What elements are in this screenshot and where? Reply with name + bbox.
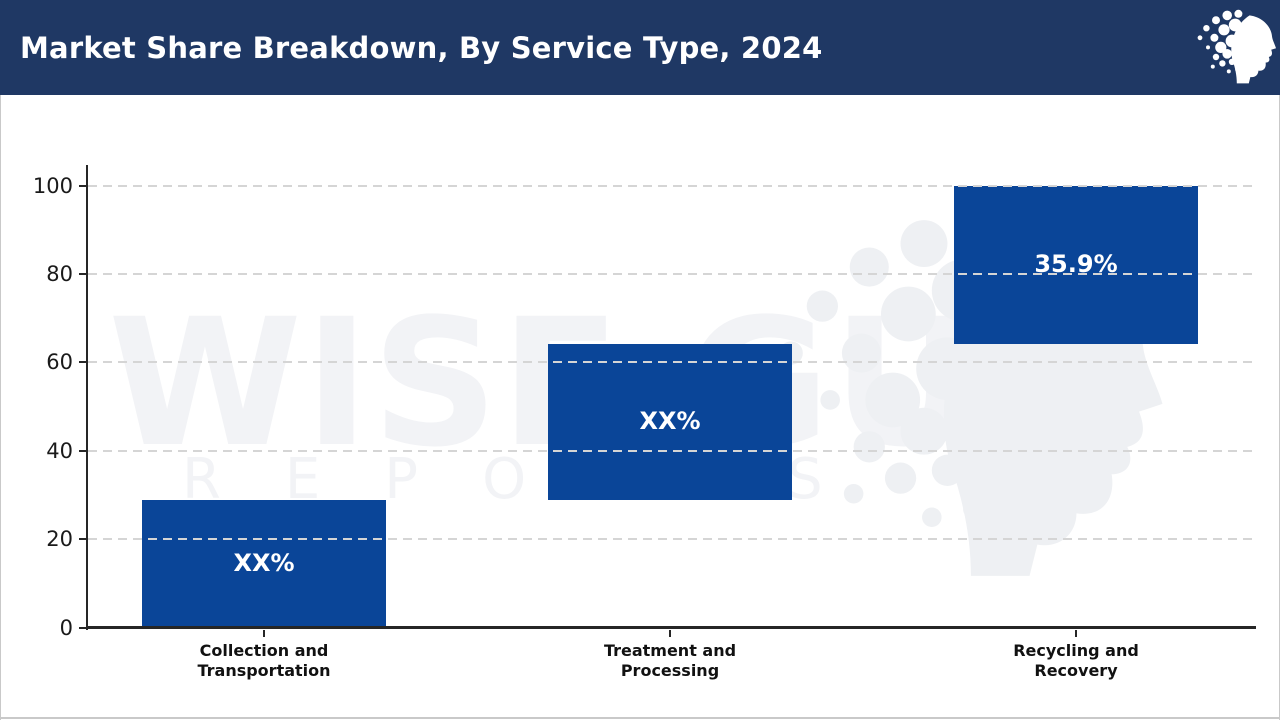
y-tick-0 (79, 626, 88, 629)
y-tick-label-40: 40 (46, 438, 73, 463)
y-tick-40 (79, 449, 88, 452)
x-category-label-0: Collection and Transportation (197, 640, 331, 680)
bar-value-label-2: 35.9% (1034, 249, 1118, 278)
x-category-label-2: Recycling and Recovery (1013, 640, 1139, 680)
bar-2 (954, 185, 1198, 345)
y-tick-label-80: 80 (46, 261, 73, 286)
gridline-20 (88, 538, 1255, 541)
gridline-100 (88, 184, 1255, 187)
x-tick-1 (669, 629, 671, 637)
y-tick-60 (79, 361, 88, 364)
x-axis-spine (86, 626, 1256, 629)
chart-title: Market Share Breakdown, By Service Type,… (20, 30, 823, 65)
y-tick-label-20: 20 (46, 527, 73, 552)
x-tick-2 (1075, 629, 1077, 637)
bar-value-label-1: XX% (639, 407, 701, 436)
page-border-left (0, 95, 1, 720)
gridline-40 (88, 449, 1255, 452)
brand-face-icon (1197, 9, 1276, 84)
y-tick-100 (79, 184, 88, 187)
y-tick-label-0: 0 (59, 615, 73, 640)
gridline-80 (88, 272, 1255, 275)
x-tick-0 (263, 629, 265, 637)
y-tick-20 (79, 538, 88, 541)
x-category-label-1: Treatment and Processing (603, 640, 737, 680)
gridline-60 (88, 361, 1255, 364)
y-tick-80 (79, 272, 88, 275)
page-border-bottom (0, 717, 1280, 719)
bar-value-label-0: XX% (233, 548, 295, 577)
header-bar: Market Share Breakdown, By Service Type,… (0, 0, 1280, 95)
y-tick-label-100: 100 (32, 173, 73, 198)
y-tick-label-60: 60 (46, 350, 73, 375)
bar-0 (142, 500, 386, 628)
y-axis-spine (86, 165, 88, 630)
bar-1 (548, 344, 792, 501)
